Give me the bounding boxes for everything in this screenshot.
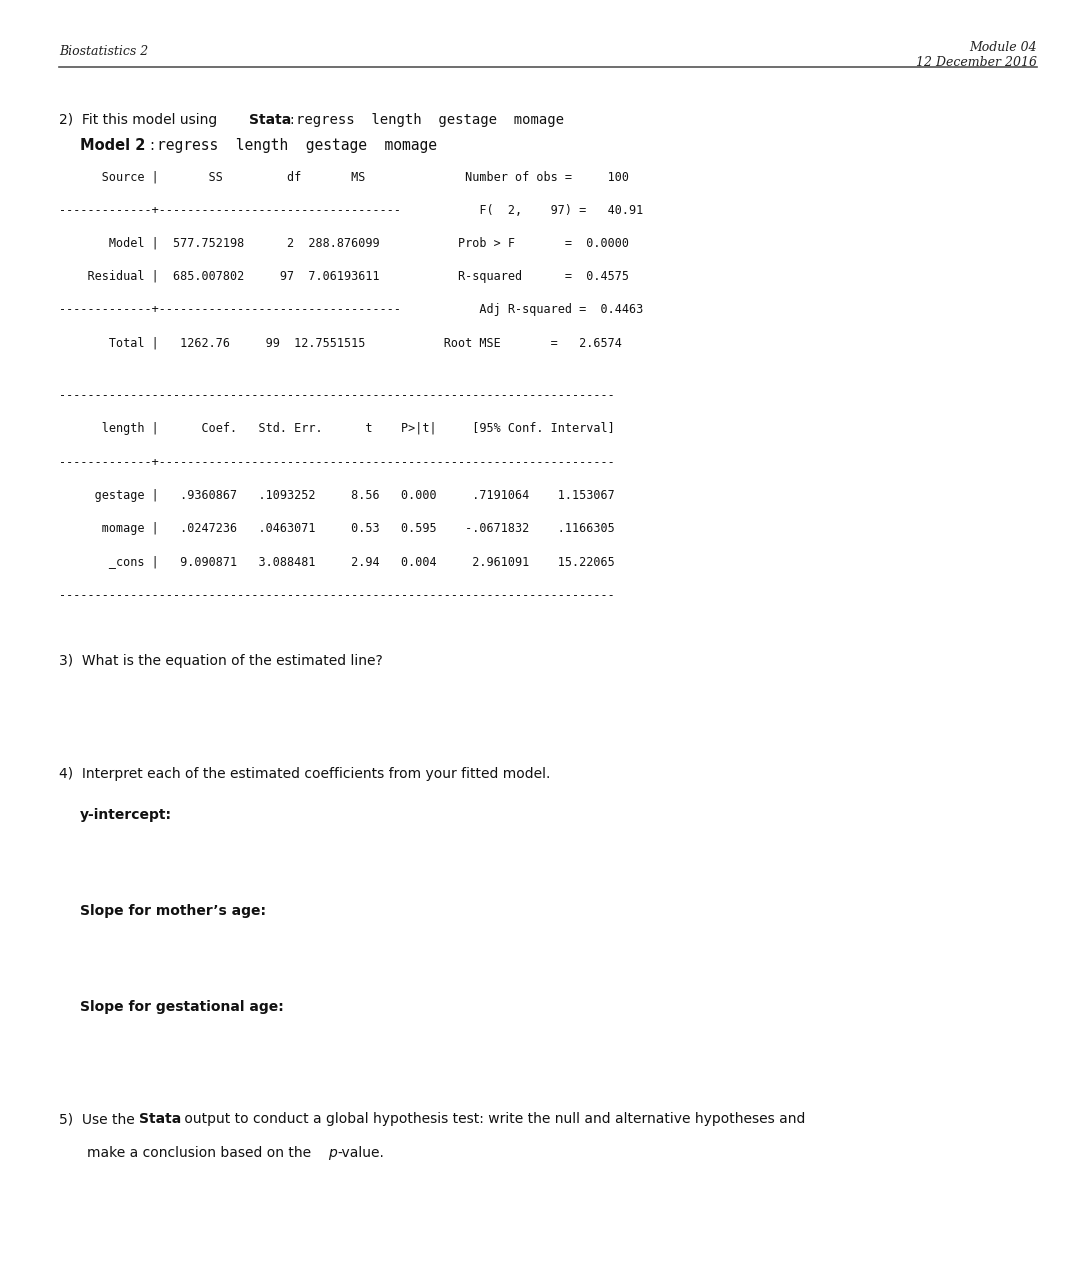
Text: length |      Coef.   Std. Err.      t    P>|t|     [95% Conf. Interval]: length | Coef. Std. Err. t P>|t| [95% Co… xyxy=(59,422,615,435)
Text: Model 2: Model 2 xyxy=(80,138,145,154)
Text: -value.: -value. xyxy=(338,1146,385,1160)
Text: Stata: Stata xyxy=(139,1112,182,1126)
Text: Slope for mother’s age:: Slope for mother’s age: xyxy=(80,904,266,918)
Text: Slope for gestational age:: Slope for gestational age: xyxy=(80,1000,284,1014)
Text: -------------+----------------------------------------------------------------: -------------+--------------------------… xyxy=(59,456,615,468)
Text: Source |       SS         df       MS              Number of obs =     100: Source | SS df MS Number of obs = 100 xyxy=(59,170,629,183)
Text: p: p xyxy=(328,1146,337,1160)
Text: -------------+----------------------------------           F(  2,    97) =   40.: -------------+--------------------------… xyxy=(59,204,644,216)
Text: output to conduct a global hypothesis test: write the null and alternative hypot: output to conduct a global hypothesis te… xyxy=(180,1112,805,1126)
Text: -------------+----------------------------------           Adj R-squared =  0.44: -------------+--------------------------… xyxy=(59,303,644,316)
Text: 12 December 2016: 12 December 2016 xyxy=(916,56,1037,69)
Text: Stata: Stata xyxy=(249,113,292,127)
Text: :: : xyxy=(290,113,298,127)
Text: Residual |  685.007802     97  7.06193611           R-squared      =  0.4575: Residual | 685.007802 97 7.06193611 R-sq… xyxy=(59,270,629,283)
Text: ------------------------------------------------------------------------------: ----------------------------------------… xyxy=(59,389,615,402)
Text: Model |  577.752198      2  288.876099           Prob > F       =  0.0000: Model | 577.752198 2 288.876099 Prob > F… xyxy=(59,237,629,250)
Text: 4)  Interpret each of the estimated coefficients from your fitted model.: 4) Interpret each of the estimated coeff… xyxy=(59,767,551,781)
Text: ------------------------------------------------------------------------------: ----------------------------------------… xyxy=(59,589,615,602)
Text: 2)  Fit this model using: 2) Fit this model using xyxy=(59,113,221,127)
Text: make a conclusion based on the: make a conclusion based on the xyxy=(87,1146,315,1160)
Text: 3)  What is the equation of the estimated line?: 3) What is the equation of the estimated… xyxy=(59,654,383,668)
Text: regress  length  gestage  momage: regress length gestage momage xyxy=(157,138,437,154)
Text: :: : xyxy=(150,138,159,154)
Text: y-intercept:: y-intercept: xyxy=(80,808,172,822)
Text: _cons |   9.090871   3.088481     2.94   0.004     2.961091    15.22065: _cons | 9.090871 3.088481 2.94 0.004 2.9… xyxy=(59,556,615,568)
Text: Module 04: Module 04 xyxy=(970,41,1037,54)
Text: Total |   1262.76     99  12.7551515           Root MSE       =   2.6574: Total | 1262.76 99 12.7551515 Root MSE =… xyxy=(59,337,622,349)
Text: 5)  Use the: 5) Use the xyxy=(59,1112,139,1126)
Text: regress  length  gestage  momage: regress length gestage momage xyxy=(296,113,564,127)
Text: gestage |   .9360867   .1093252     8.56   0.000     .7191064    1.153067: gestage | .9360867 .1093252 8.56 0.000 .… xyxy=(59,489,615,502)
Text: momage |   .0247236   .0463071     0.53   0.595    -.0671832    .1166305: momage | .0247236 .0463071 0.53 0.595 -.… xyxy=(59,522,615,535)
Text: Biostatistics 2: Biostatistics 2 xyxy=(59,45,148,58)
